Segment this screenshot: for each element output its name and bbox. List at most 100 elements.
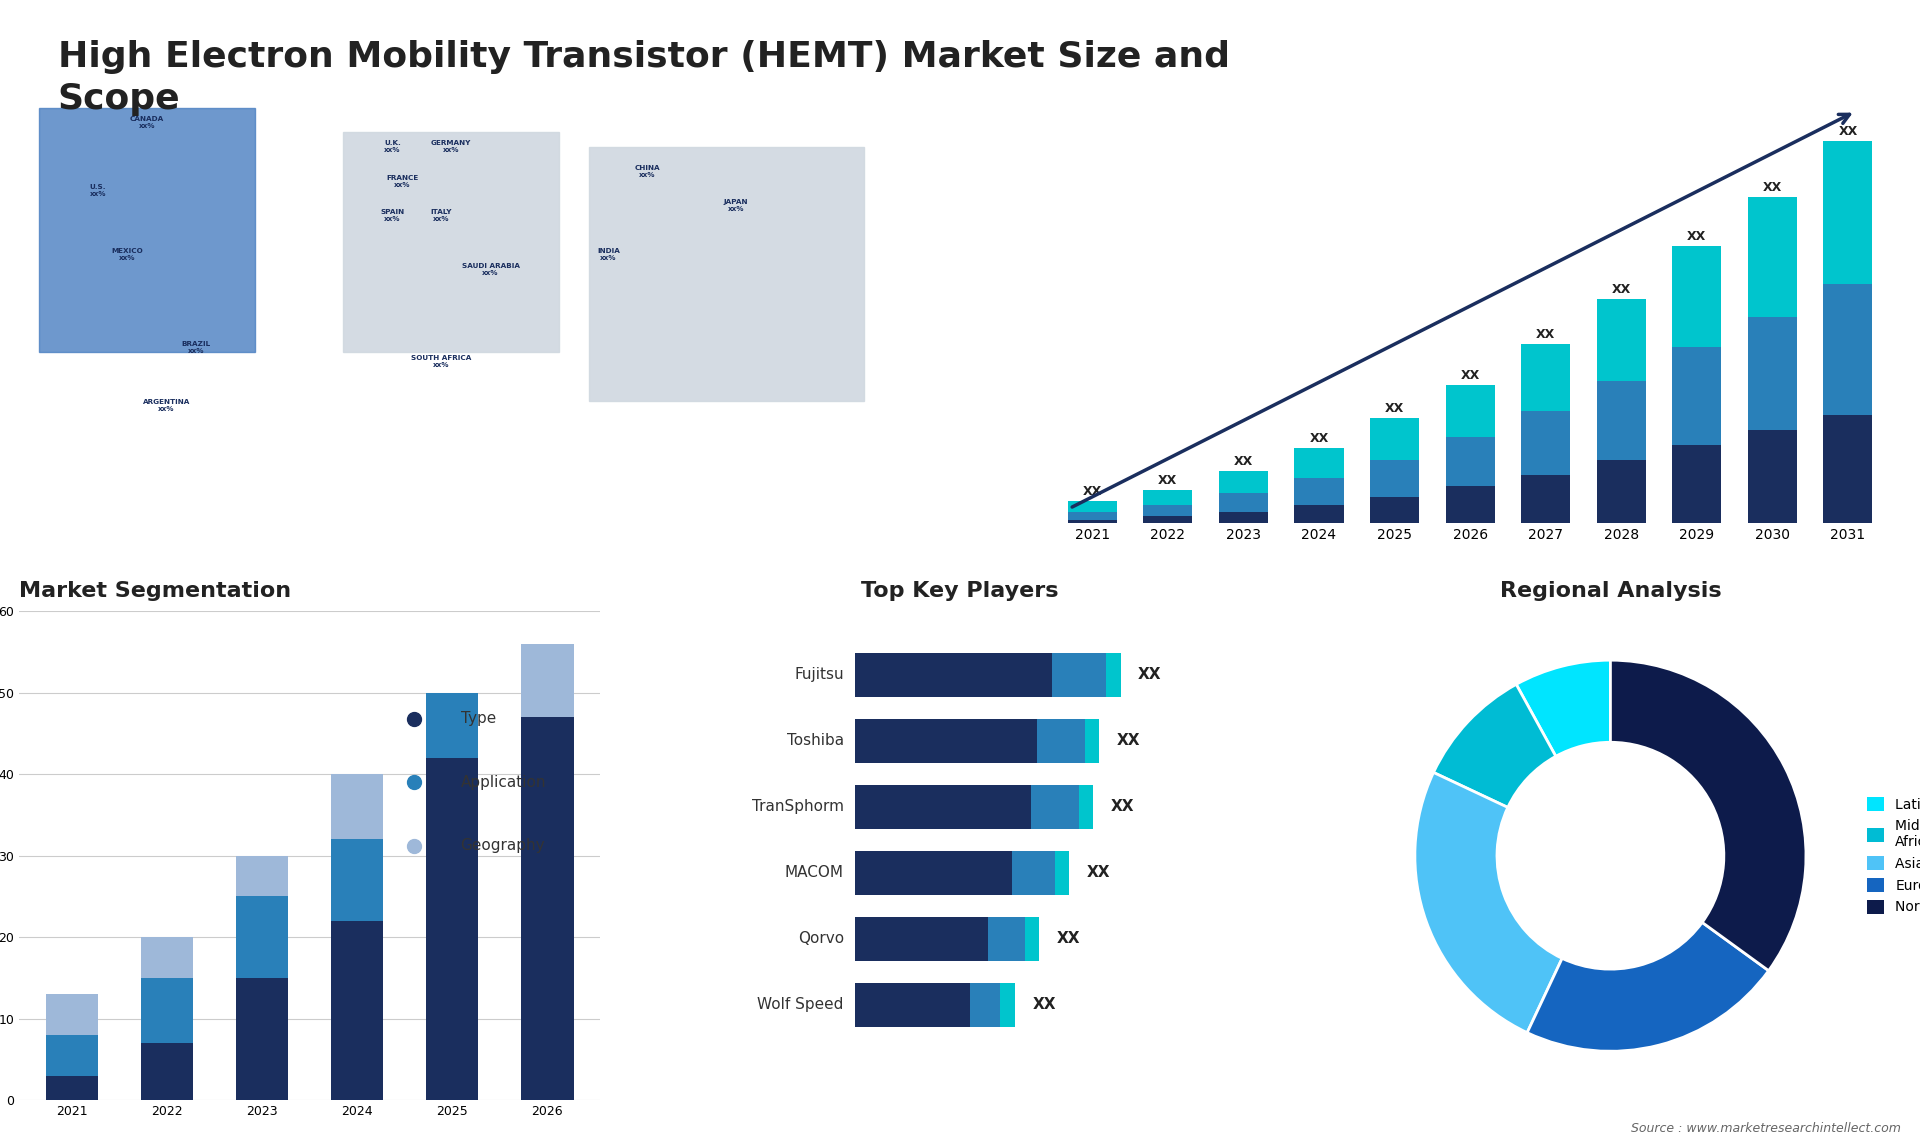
Bar [1672,445,1722,524]
Text: Geography: Geography [461,839,545,854]
Text: JAPAN
xx%: JAPAN xx% [724,199,749,212]
Text: U.S.
xx%: U.S. xx% [90,185,106,197]
Bar [520,644,574,717]
Bar [1025,917,1039,960]
Bar [856,785,1031,829]
Bar [38,108,255,352]
Text: SOUTH AFRICA
xx%: SOUTH AFRICA xx% [411,355,472,368]
Text: XX: XX [1837,125,1857,139]
Text: XX: XX [1461,369,1480,382]
Bar [426,758,478,1100]
Bar [856,653,1052,697]
Bar [330,775,384,839]
Text: ITALY
xx%: ITALY xx% [430,209,453,222]
Text: XX: XX [1139,667,1162,682]
Bar [1747,430,1797,524]
Text: Application: Application [461,775,545,790]
Text: BRAZIL
xx%: BRAZIL xx% [180,340,211,354]
Bar [856,917,989,960]
Bar [989,917,1025,960]
Text: XX: XX [1309,432,1329,446]
Bar [426,692,478,758]
Bar [1142,504,1192,516]
Text: Wolf Speed: Wolf Speed [758,997,845,1012]
Text: XX: XX [1033,997,1056,1012]
Text: XX: XX [1536,328,1555,340]
Bar [970,983,1000,1027]
Bar [1747,317,1797,430]
Text: XX: XX [1056,932,1081,947]
Wedge shape [1415,772,1563,1033]
Bar [1079,785,1094,829]
Bar [1085,719,1100,763]
Text: Fujitsu: Fujitsu [795,667,845,682]
Text: TranSphorm: TranSphorm [753,799,845,815]
Text: XX: XX [1688,230,1707,243]
Text: U.K.
xx%: U.K. xx% [384,140,401,154]
Text: MEXICO
xx%: MEXICO xx% [111,248,144,261]
Bar [1219,471,1267,493]
Legend: Latin America, Middle East &
Africa, Asia Pacific, Europe, North America: Latin America, Middle East & Africa, Asi… [1862,792,1920,920]
Bar [236,896,288,978]
Text: XX: XX [1083,485,1102,497]
Bar [1672,347,1722,445]
Bar [1031,785,1079,829]
Text: Toshiba: Toshiba [787,733,845,748]
Text: CANADA
xx%: CANADA xx% [131,116,163,128]
Text: XX: XX [1611,283,1630,296]
Bar [589,147,864,401]
Bar [1371,497,1419,524]
Bar [1824,141,1872,283]
Bar [1037,719,1085,763]
Bar [1294,504,1344,524]
Bar [330,921,384,1100]
Bar [1521,411,1571,474]
Bar [1371,460,1419,497]
Text: MACOM: MACOM [785,865,845,880]
Bar [1672,246,1722,347]
Polygon shape [1672,46,1740,92]
Bar [46,1035,98,1076]
Bar [856,850,1012,895]
Wedge shape [1517,660,1611,756]
Bar [1597,460,1645,524]
Text: XX: XX [1117,733,1140,748]
Bar [856,719,1037,763]
Bar [140,1043,194,1100]
Bar [1106,653,1121,697]
Bar [1219,493,1267,512]
Bar [1219,512,1267,524]
Bar [1294,478,1344,504]
Bar [236,856,288,896]
Wedge shape [1526,923,1768,1051]
Title: Top Key Players: Top Key Players [862,581,1058,602]
Bar [1597,299,1645,380]
Bar [856,983,970,1027]
Text: Type: Type [461,712,495,727]
Bar [1068,501,1117,512]
Text: XX: XX [1763,181,1782,195]
Bar [1294,448,1344,478]
Bar [1142,516,1192,524]
Bar [344,132,559,352]
Wedge shape [1611,660,1807,971]
Bar [46,995,98,1035]
Bar [1371,418,1419,460]
Bar [236,978,288,1100]
Text: Qorvo: Qorvo [797,932,845,947]
Text: High Electron Mobility Transistor (HEMT) Market Size and
Scope: High Electron Mobility Transistor (HEMT)… [58,40,1229,116]
Text: SPAIN
xx%: SPAIN xx% [380,209,405,222]
Bar [1068,519,1117,524]
Text: XX: XX [1087,865,1110,880]
Bar [1597,380,1645,460]
Text: XX: XX [1384,402,1404,416]
Text: SAUDI ARABIA
xx%: SAUDI ARABIA xx% [461,262,520,275]
Bar [1446,486,1494,524]
Wedge shape [1434,684,1555,808]
Bar [1824,415,1872,524]
Bar [1054,850,1069,895]
Text: MARKET
RESEARCH
INTELLECT: MARKET RESEARCH INTELLECT [1776,45,1837,77]
Bar [1012,850,1054,895]
Bar [140,937,194,978]
Bar [1446,385,1494,437]
